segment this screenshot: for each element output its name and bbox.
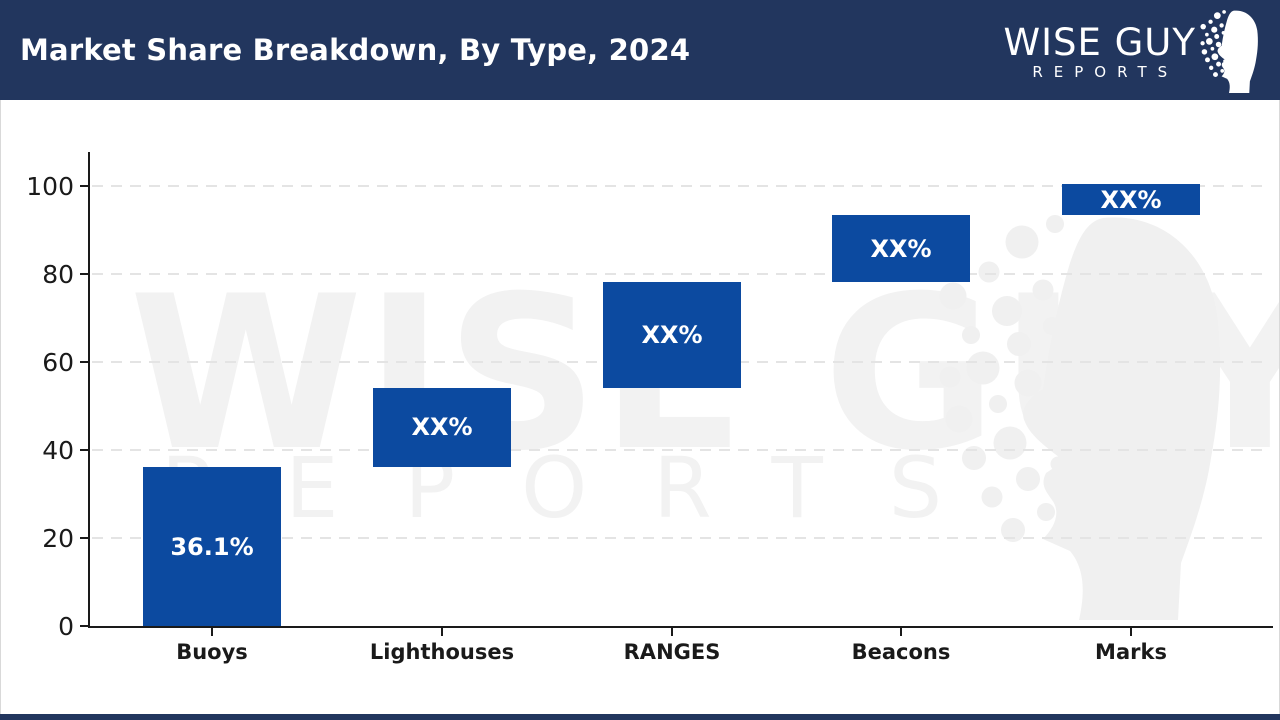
wiseguy-logo-text: WISE GUY REPORTS xyxy=(1004,24,1196,80)
gridline-20 xyxy=(92,537,1263,539)
y-tick-label-40: 40 xyxy=(42,436,74,465)
bar-Lighthouses: XX% xyxy=(373,387,511,468)
x-category-label: RANGES xyxy=(623,640,721,664)
x-category-label: Marks xyxy=(1095,640,1167,664)
wiseguy-logo: WISE GUY REPORTS xyxy=(1004,7,1266,93)
bar-value-label: XX% xyxy=(870,234,932,263)
bar-Marks: XX% xyxy=(1062,184,1200,216)
y-tick-label-0: 0 xyxy=(58,612,74,641)
bar-value-label: XX% xyxy=(411,413,473,442)
gridline-80 xyxy=(92,273,1263,275)
x-tick-Lighthouses xyxy=(441,628,443,636)
footer-bar xyxy=(0,714,1280,720)
y-tick-20 xyxy=(80,537,88,539)
chart-canvas: WISE GUY REPORTS 02040608010036.1%BuoysX… xyxy=(0,100,1280,714)
bar-value-label: XX% xyxy=(1100,185,1162,214)
wiseguy-head-logo-icon xyxy=(1200,10,1258,93)
y-tick-label-20: 20 xyxy=(42,524,74,553)
y-tick-60 xyxy=(80,361,88,363)
y-tick-label-60: 60 xyxy=(42,348,74,377)
x-tick-Beacons xyxy=(900,628,902,636)
x-category-label: Lighthouses xyxy=(369,640,515,664)
x-tick-RANGES xyxy=(671,628,673,636)
bar-Buoys: 36.1% xyxy=(143,467,281,626)
bar-Beacons: XX% xyxy=(832,215,970,283)
watermark-head-icon xyxy=(939,215,1221,620)
x-axis-line xyxy=(88,626,1273,628)
y-tick-label-100: 100 xyxy=(26,172,74,201)
bar-RANGES: XX% xyxy=(603,282,741,388)
logo-wordmark: WISE GUY xyxy=(1003,21,1196,64)
gridline-40 xyxy=(92,449,1263,451)
bar-value-label: 36.1% xyxy=(170,532,254,561)
x-category-label: Beacons xyxy=(851,640,951,664)
x-category-label: Buoys xyxy=(176,640,248,664)
bar-value-label: XX% xyxy=(641,320,703,349)
x-tick-Buoys xyxy=(211,628,213,636)
logo-subtitle: REPORTS xyxy=(1032,63,1179,81)
y-tick-100 xyxy=(80,185,88,187)
y-tick-80 xyxy=(80,273,88,275)
gridline-100 xyxy=(92,185,1263,187)
page-title: Market Share Breakdown, By Type, 2024 xyxy=(20,33,691,67)
watermark-subtitle: REPORTS xyxy=(161,439,1009,537)
y-axis-spine xyxy=(88,152,90,628)
header: Market Share Breakdown, By Type, 2024 WI… xyxy=(0,0,1280,100)
x-tick-Marks xyxy=(1130,628,1132,636)
y-tick-40 xyxy=(80,449,88,451)
y-tick-0 xyxy=(80,625,88,627)
y-tick-label-80: 80 xyxy=(42,260,74,289)
